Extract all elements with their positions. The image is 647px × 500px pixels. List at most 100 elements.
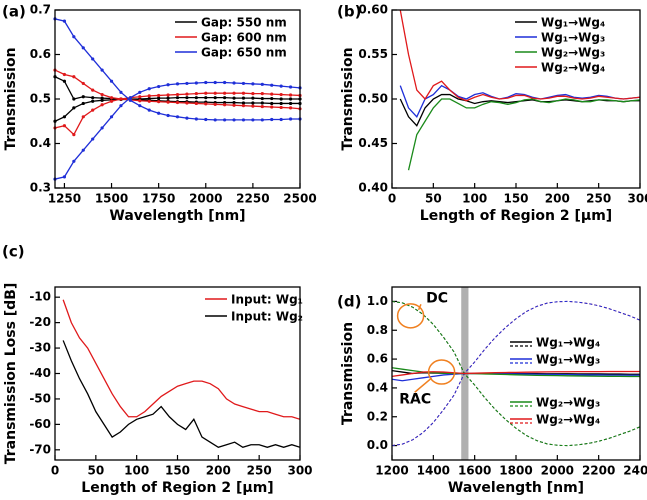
x-tick-label: 200 bbox=[206, 464, 231, 478]
y-tick-label: 0.7 bbox=[30, 3, 51, 17]
annotation-pointer bbox=[414, 377, 433, 393]
legend-label: Gap: 650 nm bbox=[201, 46, 287, 60]
x-tick-label: 1800 bbox=[499, 464, 532, 478]
marker bbox=[288, 106, 293, 110]
y-axis-label: Transmission bbox=[340, 47, 356, 150]
plot-frame bbox=[391, 9, 641, 189]
marker bbox=[157, 111, 161, 115]
marker bbox=[270, 92, 274, 96]
marker bbox=[223, 91, 227, 95]
marker bbox=[223, 96, 227, 100]
legend-label: Gap: 550 nm bbox=[201, 16, 287, 30]
series-line bbox=[399, 84, 640, 118]
x-tick-label: 1400 bbox=[417, 464, 450, 478]
y-tick-label: 0.50 bbox=[358, 92, 388, 106]
marker bbox=[223, 80, 227, 85]
marker bbox=[72, 75, 76, 79]
x-tick-label: 1200 bbox=[375, 464, 408, 478]
marker bbox=[175, 100, 180, 105]
marker bbox=[157, 100, 161, 104]
marker bbox=[213, 102, 217, 106]
x-tick-label: 1500 bbox=[95, 192, 128, 206]
marker bbox=[270, 96, 274, 101]
marker bbox=[91, 99, 95, 103]
marker bbox=[175, 92, 180, 97]
marker bbox=[138, 95, 142, 99]
series-line bbox=[392, 300, 640, 447]
legend-label: Wg₂→Wg₃ bbox=[541, 46, 605, 60]
x-tick-label: 1750 bbox=[142, 192, 175, 206]
x-tick-label: 250 bbox=[247, 464, 272, 478]
annotation: DC bbox=[426, 291, 448, 307]
marker bbox=[138, 104, 142, 108]
marker bbox=[91, 57, 95, 61]
marker bbox=[279, 117, 283, 122]
marker bbox=[147, 99, 151, 103]
marker bbox=[119, 104, 123, 108]
marker bbox=[251, 104, 255, 108]
y-tick-label: 0.8 bbox=[367, 323, 388, 337]
marker bbox=[119, 90, 123, 94]
marker bbox=[128, 98, 132, 102]
marker bbox=[223, 103, 227, 107]
x-tick-label: 100 bbox=[462, 192, 487, 206]
marker bbox=[109, 99, 114, 103]
marker bbox=[270, 101, 274, 106]
marker bbox=[175, 115, 180, 119]
annotation-pointer bbox=[417, 304, 422, 311]
marker bbox=[81, 148, 85, 152]
series-line bbox=[407, 98, 640, 171]
y-tick-label: 0.0 bbox=[367, 438, 388, 452]
annotation-ring bbox=[427, 359, 456, 385]
marker bbox=[279, 92, 283, 97]
y-tick-label: 0.4 bbox=[367, 380, 388, 394]
plot-frame bbox=[54, 9, 301, 189]
y-tick-label: 0.40 bbox=[358, 181, 388, 195]
x-tick-label: 300 bbox=[287, 464, 312, 478]
marker bbox=[62, 175, 67, 179]
marker bbox=[288, 97, 293, 101]
x-tick-label: 50 bbox=[87, 464, 104, 478]
panel-label: (a) bbox=[2, 3, 26, 21]
y-axis-label: Transmission Loss [dB] bbox=[3, 283, 19, 465]
y-tick-label: 0.60 bbox=[358, 3, 388, 17]
marker bbox=[260, 82, 264, 86]
x-tick-label: 50 bbox=[425, 192, 442, 206]
series-line bbox=[399, 10, 640, 102]
marker bbox=[175, 82, 180, 86]
marker bbox=[72, 159, 76, 163]
y-tick-label: -30 bbox=[29, 341, 51, 355]
marker bbox=[166, 113, 170, 118]
marker bbox=[72, 97, 76, 101]
marker bbox=[204, 91, 208, 95]
x-axis-label: Length of Region 2 [μm] bbox=[81, 480, 273, 496]
marker bbox=[279, 97, 283, 101]
marker bbox=[62, 79, 67, 83]
x-tick-label: 2500 bbox=[283, 192, 316, 206]
marker bbox=[251, 118, 255, 122]
marker bbox=[81, 81, 85, 86]
marker bbox=[166, 96, 170, 100]
marker bbox=[91, 108, 95, 112]
marker bbox=[223, 118, 227, 122]
marker bbox=[128, 96, 132, 100]
y-tick-label: 0.45 bbox=[358, 136, 388, 150]
x-tick-label: 2250 bbox=[236, 192, 269, 206]
legend-label: Wg₁→Wg₄ bbox=[541, 16, 605, 30]
marker bbox=[251, 96, 255, 100]
marker bbox=[185, 116, 189, 120]
y-tick-label: 0.55 bbox=[358, 47, 388, 61]
y-tick-label: 0.3 bbox=[30, 181, 51, 195]
x-tick-label: 2200 bbox=[582, 464, 615, 478]
y-tick-label: -70 bbox=[29, 442, 51, 456]
y-tick-label: 0.4 bbox=[30, 136, 51, 150]
marker bbox=[147, 87, 151, 91]
marker bbox=[260, 104, 264, 109]
marker bbox=[194, 96, 198, 100]
series-line bbox=[399, 93, 640, 127]
legend-label: Wg₁→Wg₃ bbox=[536, 353, 600, 367]
marker bbox=[62, 115, 67, 119]
x-axis-label: Wavelength [nm] bbox=[448, 480, 584, 496]
series-line bbox=[62, 340, 300, 448]
y-tick-label: -20 bbox=[29, 315, 51, 329]
